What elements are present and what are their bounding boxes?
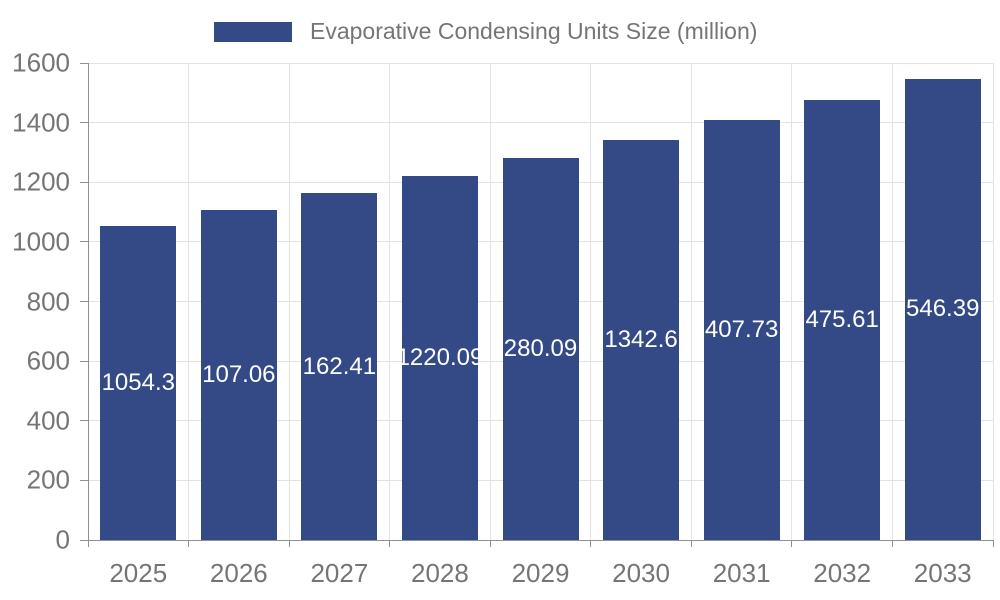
x-axis-line <box>82 540 993 541</box>
grid-line-v <box>690 63 692 540</box>
y-axis-tick-label: 1000 <box>12 226 70 257</box>
legend-swatch-icon <box>214 21 292 42</box>
y-axis-tick <box>80 479 88 481</box>
y-axis-tick-label: 1200 <box>12 166 70 197</box>
x-axis-tick <box>791 540 793 547</box>
y-axis-tick-label: 400 <box>26 405 70 436</box>
x-axis-tick-label: 2026 <box>209 558 268 588</box>
x-axis-tick <box>389 540 391 547</box>
grid-line-v <box>590 63 592 540</box>
y-axis-tick <box>80 360 88 362</box>
bar-value-label: 546.39 <box>906 295 980 323</box>
bar[interactable]: 1342.6 <box>603 139 680 540</box>
legend-label: Evaporative Condensing Units Size (milli… <box>310 18 758 44</box>
bar-value-label: 107.06 <box>202 360 276 388</box>
x-axis-tick <box>489 540 491 547</box>
y-axis-tick <box>80 241 88 243</box>
x-axis-tick-label: 2028 <box>411 558 469 588</box>
x-axis-tick <box>188 540 190 547</box>
y-axis-tick-label: 800 <box>26 286 70 316</box>
grid-line-h <box>88 122 993 124</box>
grid-line-v <box>791 63 793 540</box>
y-axis-tick-label: 1400 <box>12 107 70 138</box>
grid-line-v <box>288 63 290 540</box>
bar[interactable]: 162.41 <box>301 193 378 540</box>
bar-value-label: 1342.6 <box>604 325 678 353</box>
bar-value-label: 407.73 <box>704 316 779 344</box>
x-axis-tick-label: 2031 <box>712 558 771 588</box>
grid-line-h <box>88 62 993 64</box>
x-axis-tick-label: 2029 <box>511 558 570 588</box>
grid-line-v <box>489 63 491 540</box>
grid-line-v <box>992 63 994 540</box>
x-axis-tick-label: 2025 <box>109 558 168 588</box>
bar-value-label: 1220.09 <box>401 344 478 372</box>
y-axis-tick <box>80 62 88 64</box>
grid-line-v <box>891 63 893 540</box>
y-axis-tick <box>80 122 88 124</box>
y-axis-tick <box>80 420 88 422</box>
y-axis-tick <box>80 181 88 183</box>
bar[interactable]: 107.06 <box>200 209 277 540</box>
x-axis-tick-label: 2032 <box>813 558 872 588</box>
bar[interactable]: 407.73 <box>703 120 780 540</box>
x-axis-tick <box>590 540 592 547</box>
grid-line-v <box>188 63 190 540</box>
bar[interactable]: 1220.09 <box>401 176 478 540</box>
x-axis-tick <box>690 540 692 547</box>
bar-value-label: 162.41 <box>302 352 377 380</box>
bar-value-label: 475.61 <box>805 306 879 334</box>
y-axis-tick-label: 0 <box>55 524 70 555</box>
bar[interactable]: 280.09 <box>502 158 579 540</box>
y-axis-tick <box>80 301 88 302</box>
x-axis-tick-label: 2027 <box>310 558 369 588</box>
bar[interactable]: 546.39 <box>904 78 981 540</box>
x-axis-tick-label: 2033 <box>913 558 972 588</box>
grid-line-v <box>389 63 391 540</box>
x-axis-tick <box>891 540 893 547</box>
x-axis-tick-label: 2030 <box>612 558 670 588</box>
y-axis-line <box>88 63 89 547</box>
bar[interactable]: 1054.3 <box>100 225 177 540</box>
legend[interactable]: Evaporative Condensing Units Size (milli… <box>214 18 757 45</box>
y-axis-tick-label: 200 <box>26 464 70 495</box>
bar-value-label: 280.09 <box>503 335 578 363</box>
x-axis-tick <box>288 540 290 547</box>
bar-value-label: 1054.3 <box>101 368 175 396</box>
bar[interactable]: 475.61 <box>804 100 881 540</box>
y-axis-tick-label: 600 <box>26 345 70 376</box>
x-axis-tick <box>992 540 994 547</box>
y-axis-tick-label: 1600 <box>12 47 70 78</box>
